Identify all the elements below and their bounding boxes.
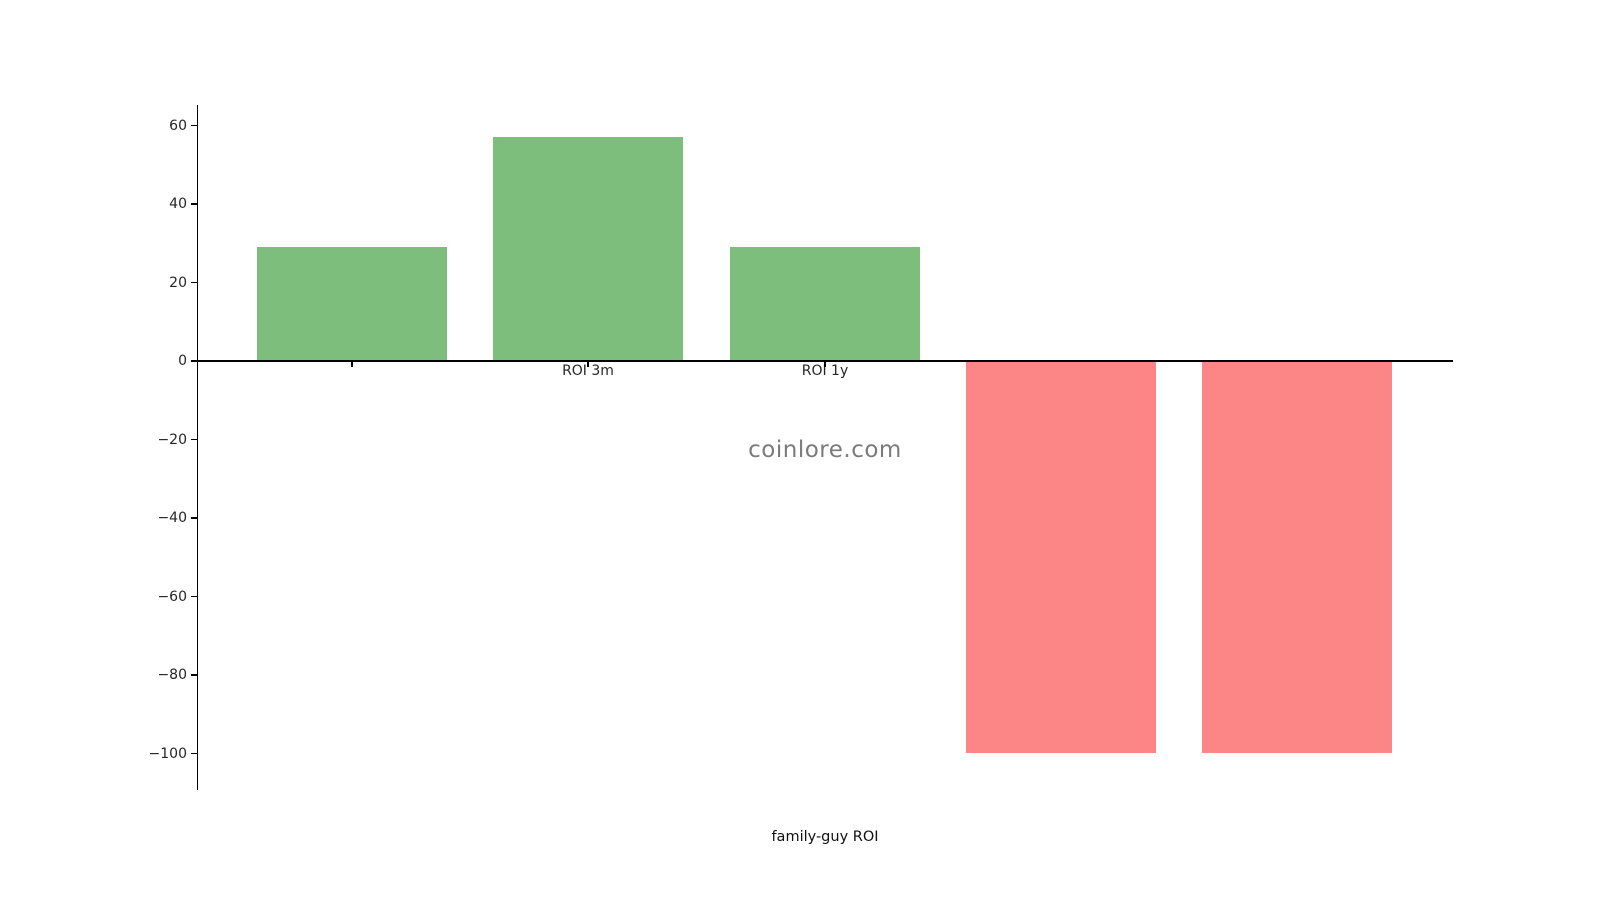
bar-negative <box>966 362 1156 754</box>
y-axis-line <box>197 105 198 790</box>
y-tick-label: −40 <box>157 510 187 526</box>
y-tick-mark <box>191 281 197 284</box>
x-tick-mark <box>824 361 826 367</box>
y-tick-label: 20 <box>169 274 187 291</box>
y-tick-label: −100 <box>148 745 187 762</box>
y-tick-label: 40 <box>169 196 187 212</box>
x-tick-mark <box>351 361 353 367</box>
y-tick-mark <box>191 124 197 127</box>
watermark-text: coinlore.com <box>748 437 902 463</box>
bar-positive <box>730 247 920 361</box>
y-tick-mark <box>191 595 197 598</box>
y-tick-mark <box>191 360 197 362</box>
y-tick-mark <box>191 203 197 205</box>
bar-positive <box>493 137 683 361</box>
y-tick-mark <box>191 517 197 519</box>
x-tick-label: ROI 3m <box>562 362 614 379</box>
y-tick-label: −20 <box>157 431 187 448</box>
y-tick-label: −80 <box>157 667 187 683</box>
x-axis-zero-line <box>197 360 1453 362</box>
bar-positive <box>257 247 447 361</box>
y-tick-mark <box>191 674 197 676</box>
y-tick-label: 0 <box>178 353 187 369</box>
y-tick-label: 60 <box>169 117 187 134</box>
y-tick-label: −60 <box>157 588 187 605</box>
y-tick-mark <box>191 752 197 755</box>
x-tick-label: ROI 1y <box>801 362 849 379</box>
bar-negative <box>1202 362 1392 754</box>
y-tick-mark <box>191 438 197 441</box>
x-tick-mark <box>587 361 589 367</box>
chart-title: family-guy ROI <box>771 829 879 845</box>
